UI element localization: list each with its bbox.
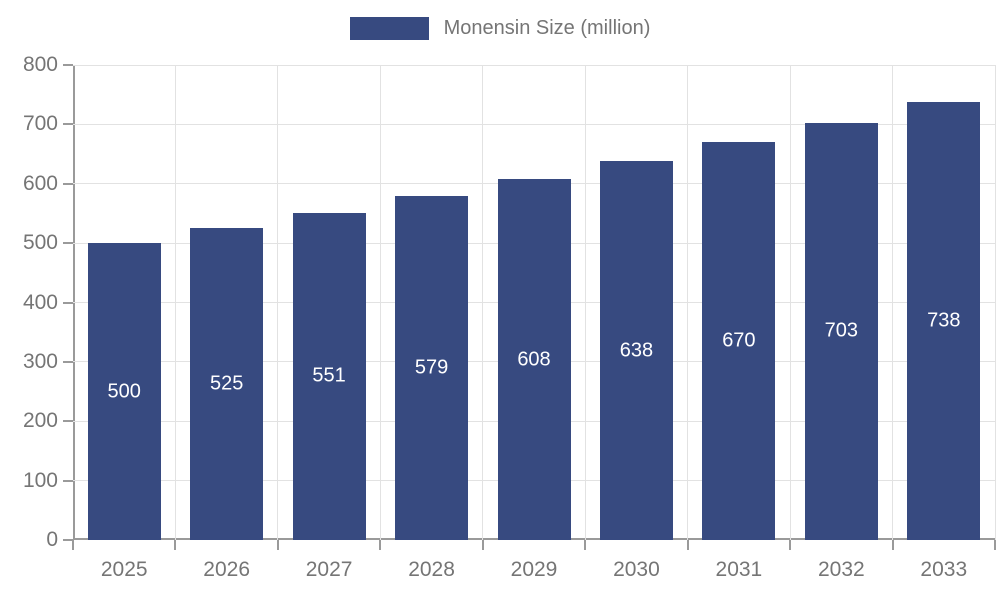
- bar: 703: [804, 122, 878, 540]
- x-tick-label: 2027: [305, 558, 353, 581]
- bar-value-label: 500: [107, 380, 141, 403]
- bar-value-label: 525: [209, 372, 244, 395]
- y-axis-tick: [63, 242, 73, 245]
- v-gridline: [482, 65, 484, 540]
- legend-swatch-icon: [349, 17, 429, 40]
- y-axis-tick: [63, 420, 73, 423]
- bar: 638: [599, 161, 673, 540]
- v-gridline: [277, 65, 279, 540]
- x-axis-tick: [891, 540, 894, 550]
- x-axis-tick: [789, 540, 792, 550]
- x-tick-label: 2028: [408, 558, 455, 581]
- bar-value-label: 638: [619, 339, 654, 362]
- x-tick-label: 2025: [100, 558, 148, 581]
- y-tick-label: 500: [22, 231, 58, 255]
- bar-value-label: 579: [414, 356, 449, 379]
- bar-value-label: 703: [824, 319, 859, 342]
- x-axis-tick: [481, 540, 484, 550]
- x-axis-tick: [72, 540, 74, 550]
- y-axis-tick: [63, 123, 73, 126]
- x-tick-label: 2026: [203, 558, 251, 581]
- chart-legend: Monensin Size (million): [0, 17, 1000, 40]
- y-tick-label: 700: [22, 112, 58, 136]
- v-gridline: [174, 65, 176, 540]
- bar: 551: [292, 212, 366, 540]
- x-axis-tick: [276, 540, 279, 550]
- y-tick-label: 400: [22, 290, 58, 314]
- x-tick-label: 2032: [817, 558, 865, 581]
- bar: 670: [702, 142, 776, 540]
- y-tick-label: 600: [22, 171, 58, 195]
- bar-value-label: 670: [722, 329, 756, 352]
- x-axis-tick: [584, 540, 587, 550]
- x-axis-tick: [174, 540, 177, 550]
- bar-value-label: 551: [312, 364, 346, 387]
- x-tick-label: 2029: [510, 558, 558, 581]
- bar: 525: [190, 228, 264, 540]
- x-axis-tick: [994, 540, 996, 550]
- y-tick-label: 0: [46, 528, 58, 551]
- bar: 579: [395, 196, 469, 540]
- h-gridline: [73, 123, 995, 125]
- y-tick-label: 300: [22, 349, 58, 373]
- y-tick-label: 100: [22, 468, 58, 492]
- x-axis-tick: [379, 540, 382, 550]
- x-tick-label: 2031: [715, 558, 763, 581]
- v-gridline: [379, 65, 381, 540]
- y-axis-tick: [63, 360, 73, 363]
- x-axis-tick: [686, 540, 689, 550]
- y-tick-label: 200: [22, 409, 58, 433]
- bar: 500: [87, 243, 161, 540]
- bar-value-label: 738: [927, 309, 961, 332]
- bar: 608: [497, 179, 571, 540]
- y-axis-tick: [63, 539, 73, 541]
- h-gridline: [73, 64, 995, 66]
- y-axis-tick: [63, 479, 73, 482]
- y-axis-tick: [63, 64, 73, 66]
- v-gridline: [994, 65, 996, 540]
- bar-value-label: 608: [517, 348, 551, 370]
- v-gridline: [687, 65, 689, 540]
- v-gridline: [892, 65, 894, 540]
- x-tick-label: 2030: [613, 558, 660, 581]
- bar: 738: [907, 101, 981, 540]
- y-axis-tick: [63, 182, 73, 185]
- plot-area: 500 525 551 579 608 638 670 703 738: [73, 64, 996, 540]
- y-tick-label: 800: [22, 53, 58, 76]
- v-gridline: [584, 65, 586, 540]
- v-gridline: [789, 65, 791, 540]
- y-axis-tick: [63, 301, 73, 304]
- x-tick-label: 2033: [920, 558, 968, 581]
- legend-label: Monensin Size (million): [443, 17, 651, 39]
